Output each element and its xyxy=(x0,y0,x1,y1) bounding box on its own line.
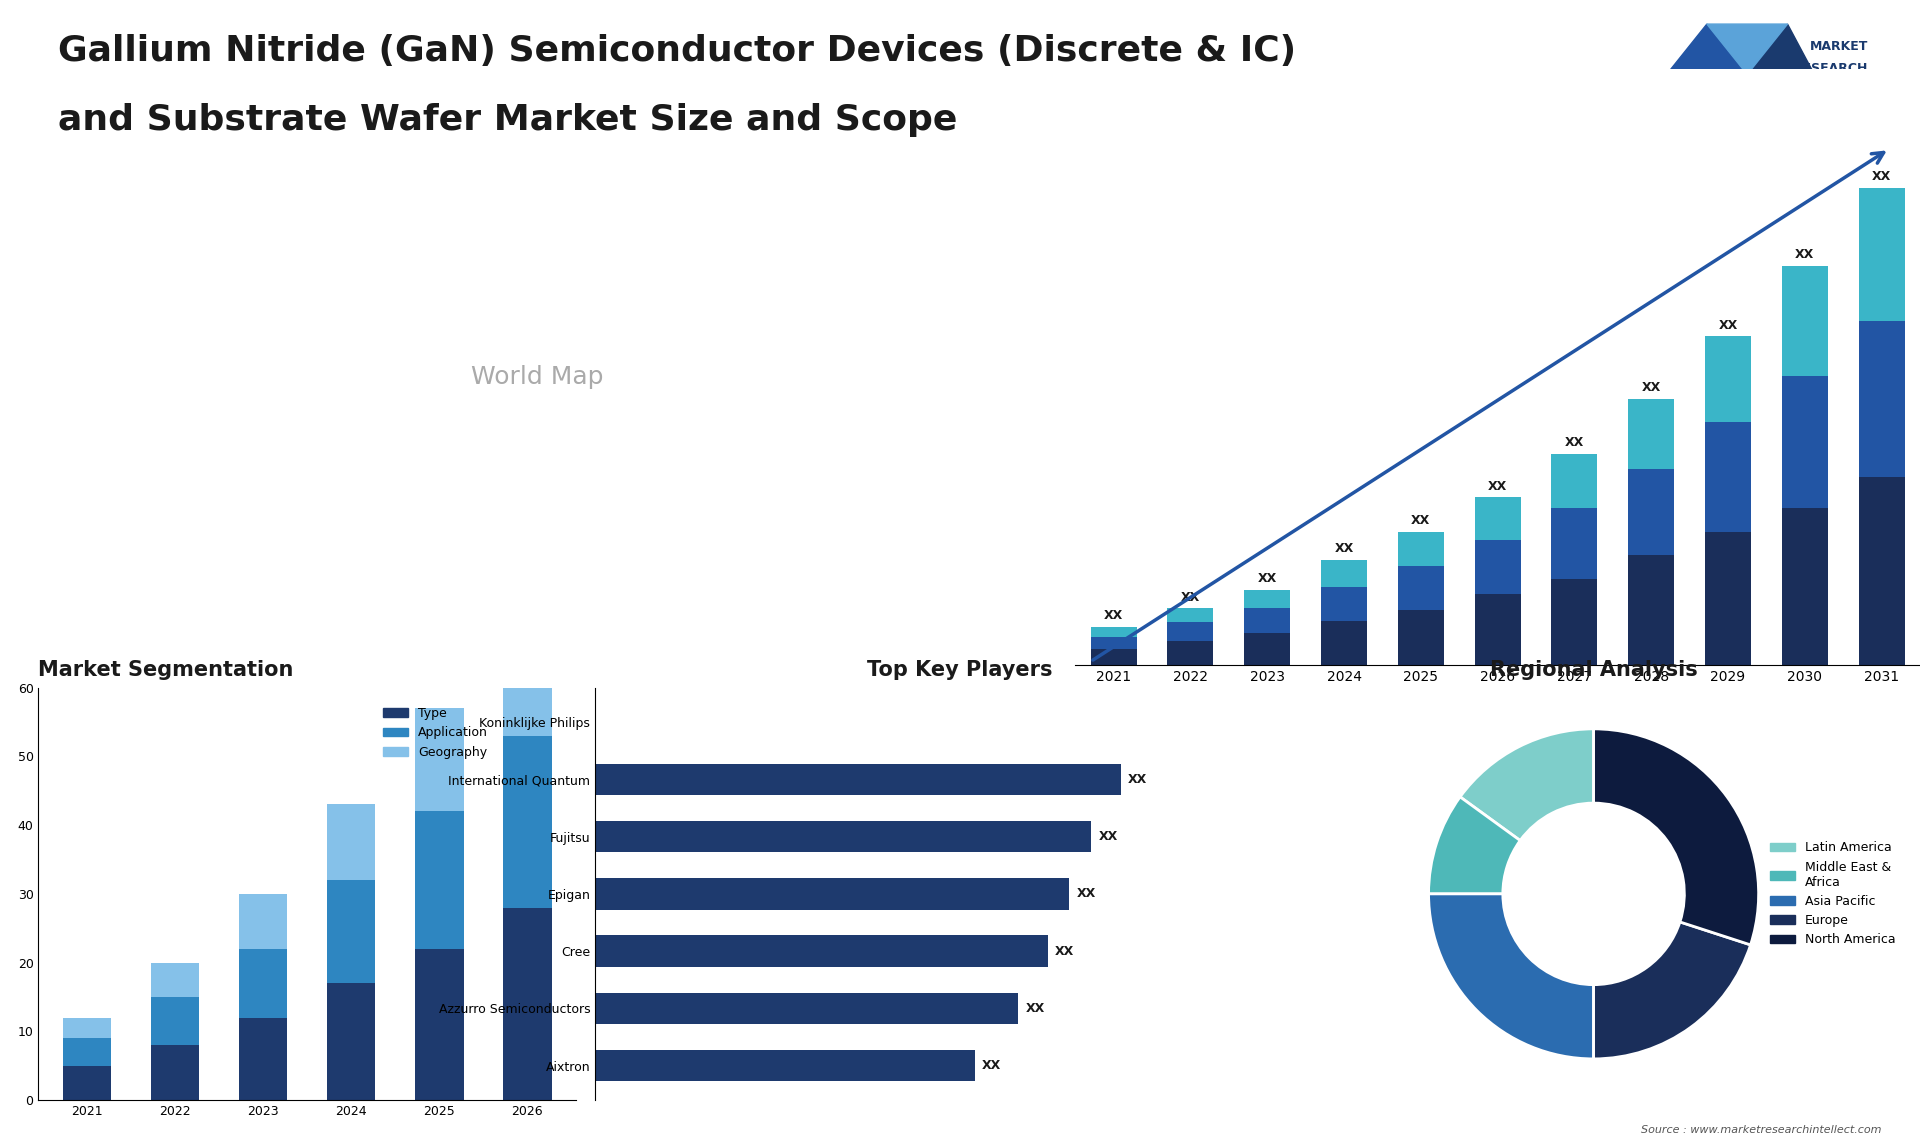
Bar xyxy=(1321,587,1367,621)
Text: World Map: World Map xyxy=(470,364,605,388)
Bar xyxy=(1628,399,1674,470)
Bar xyxy=(1091,636,1137,649)
Text: XX: XX xyxy=(1104,610,1123,622)
Bar xyxy=(1551,509,1597,579)
Bar xyxy=(1475,595,1521,665)
Bar xyxy=(1244,634,1290,665)
Bar xyxy=(238,894,288,949)
Bar xyxy=(1321,560,1367,587)
Bar xyxy=(415,949,463,1100)
Bar xyxy=(63,1018,111,1038)
Polygon shape xyxy=(1707,24,1788,74)
Bar xyxy=(152,963,200,997)
Text: XX: XX xyxy=(1054,944,1073,958)
Text: XX: XX xyxy=(1642,382,1661,394)
Title: Top Key Players: Top Key Players xyxy=(868,660,1052,681)
Bar xyxy=(503,605,551,736)
Wedge shape xyxy=(1594,921,1751,1059)
Bar xyxy=(1475,497,1521,540)
Bar xyxy=(1398,532,1444,566)
Bar xyxy=(1782,266,1828,376)
Bar xyxy=(326,983,376,1100)
Text: MARKET: MARKET xyxy=(1811,40,1868,53)
Bar xyxy=(152,997,200,1045)
Bar xyxy=(1782,376,1828,509)
Text: XX: XX xyxy=(1098,830,1117,843)
Bar xyxy=(1244,609,1290,634)
Text: INTELLECT: INTELLECT xyxy=(1801,84,1868,96)
Text: XX: XX xyxy=(1565,435,1584,449)
Bar xyxy=(152,1045,200,1100)
Bar xyxy=(238,949,288,1018)
Wedge shape xyxy=(1428,796,1521,894)
Bar xyxy=(415,708,463,811)
Bar xyxy=(503,908,551,1100)
Wedge shape xyxy=(1459,729,1594,840)
Bar xyxy=(415,811,463,949)
Bar xyxy=(1167,642,1213,665)
Polygon shape xyxy=(1626,24,1747,125)
Bar xyxy=(238,1018,288,1100)
Bar xyxy=(1551,454,1597,509)
Wedge shape xyxy=(1428,894,1594,1059)
Bar xyxy=(1167,609,1213,622)
Legend: Latin America, Middle East &
Africa, Asia Pacific, Europe, North America: Latin America, Middle East & Africa, Asi… xyxy=(1764,837,1901,951)
Bar xyxy=(595,935,1048,967)
Bar xyxy=(326,804,376,880)
Legend: Type, Application, Geography: Type, Application, Geography xyxy=(378,702,493,763)
Bar xyxy=(1859,188,1905,321)
Bar xyxy=(1705,532,1751,665)
Text: XX: XX xyxy=(1181,590,1200,604)
Text: XX: XX xyxy=(1872,171,1891,183)
Text: XX: XX xyxy=(1795,249,1814,261)
Bar xyxy=(1167,622,1213,642)
Bar xyxy=(1705,337,1751,423)
Text: XX: XX xyxy=(1127,772,1146,786)
Text: XX: XX xyxy=(981,1059,1000,1073)
Text: XX: XX xyxy=(1488,480,1507,493)
Bar xyxy=(595,763,1121,795)
Bar xyxy=(63,1038,111,1066)
Bar xyxy=(1475,540,1521,595)
Wedge shape xyxy=(1594,729,1759,944)
Title: Regional Analysis: Regional Analysis xyxy=(1490,660,1697,681)
Bar xyxy=(595,821,1091,853)
Text: and Substrate Wafer Market Size and Scope: and Substrate Wafer Market Size and Scop… xyxy=(58,103,956,138)
Text: RESEARCH: RESEARCH xyxy=(1793,62,1868,74)
Bar xyxy=(595,1050,975,1082)
Bar xyxy=(1321,621,1367,665)
Text: XX: XX xyxy=(1077,887,1096,901)
Text: XX: XX xyxy=(1718,319,1738,331)
Text: XX: XX xyxy=(1411,515,1430,527)
Text: Gallium Nitride (GaN) Semiconductor Devices (Discrete & IC): Gallium Nitride (GaN) Semiconductor Devi… xyxy=(58,34,1296,69)
Bar xyxy=(1859,321,1905,477)
Bar xyxy=(63,1066,111,1100)
Bar xyxy=(1551,579,1597,665)
Bar xyxy=(1398,566,1444,610)
Bar xyxy=(326,880,376,983)
Bar xyxy=(595,878,1069,910)
Bar xyxy=(1091,627,1137,636)
Bar xyxy=(1091,649,1137,665)
Bar xyxy=(595,992,1018,1025)
Bar xyxy=(1244,590,1290,609)
Bar xyxy=(1782,509,1828,665)
Bar xyxy=(1628,556,1674,665)
Bar xyxy=(1398,610,1444,665)
Bar xyxy=(1628,470,1674,556)
Bar xyxy=(503,736,551,908)
Text: Source : www.marketresearchintellect.com: Source : www.marketresearchintellect.com xyxy=(1642,1124,1882,1135)
Text: XX: XX xyxy=(1025,1002,1044,1015)
Bar xyxy=(1859,477,1905,665)
Bar xyxy=(1705,423,1751,532)
Polygon shape xyxy=(1747,24,1841,125)
Text: XX: XX xyxy=(1258,572,1277,584)
Text: XX: XX xyxy=(1334,542,1354,556)
Text: Market Segmentation: Market Segmentation xyxy=(38,660,294,681)
